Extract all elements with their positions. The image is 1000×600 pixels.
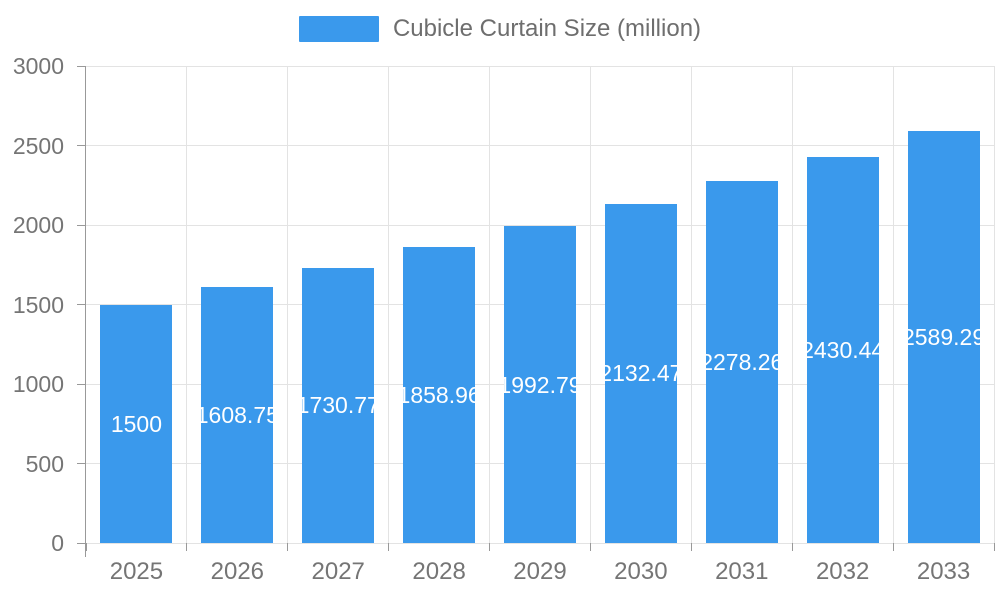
vertical-gridline — [791, 66, 793, 543]
y-tick — [77, 542, 85, 544]
vertical-gridline — [388, 66, 390, 543]
x-tick-label: 2026 — [210, 558, 265, 585]
y-tick-label: 500 — [25, 450, 64, 477]
y-tick — [77, 224, 85, 226]
bar-value-label: 1500 — [110, 410, 163, 437]
horizontal-gridline — [86, 145, 994, 146]
legend-label: Cubicle Curtain Size (million) — [392, 15, 702, 42]
x-tick-label: 2032 — [815, 558, 870, 585]
bar-value-label: 1992.79 — [504, 371, 576, 398]
y-axis-line — [85, 66, 86, 557]
vertical-gridline — [589, 66, 591, 543]
bar-value-label: 2278.26 — [705, 348, 778, 375]
bar-value-label: 1858.96 — [403, 382, 476, 409]
bar[interactable]: 1730.77 — [302, 267, 375, 543]
bar[interactable]: 1500 — [100, 304, 173, 543]
bar[interactable]: 2278.26 — [705, 180, 778, 543]
y-tick-label: 0 — [51, 530, 64, 556]
legend[interactable]: Cubicle Curtain Size (million) — [0, 15, 1000, 43]
y-tick-label: 2500 — [12, 132, 64, 159]
x-tick — [388, 543, 390, 551]
x-tick-label: 2029 — [513, 558, 567, 585]
x-tick — [892, 543, 894, 551]
legend-swatch — [298, 16, 379, 42]
x-tick-label: 2030 — [614, 558, 668, 585]
x-tick-label: 2028 — [412, 558, 466, 585]
x-tick — [287, 543, 289, 551]
y-tick — [77, 304, 85, 305]
horizontal-gridline — [86, 542, 994, 544]
x-tick — [186, 543, 188, 551]
y-tick — [77, 145, 85, 146]
bar[interactable]: 1608.75 — [201, 287, 274, 543]
bar[interactable]: 1992.79 — [504, 226, 576, 543]
y-tick-label: 3000 — [12, 53, 64, 79]
x-tick-label: 2033 — [916, 558, 971, 585]
vertical-gridline — [690, 66, 692, 543]
vertical-gridline — [287, 66, 289, 543]
y-tick — [77, 383, 85, 385]
horizontal-gridline — [86, 224, 994, 226]
x-tick — [690, 543, 692, 551]
vertical-gridline — [892, 66, 894, 543]
y-tick-label: 2000 — [12, 212, 64, 238]
x-tick — [489, 543, 491, 551]
x-tick-label: 2031 — [715, 558, 769, 585]
x-tick — [791, 543, 793, 551]
bar-value-label: 2132.47 — [604, 360, 677, 387]
bar-value-label: 1730.77 — [302, 392, 375, 419]
bar-value-label: 2589.29 — [907, 324, 980, 351]
x-tick — [589, 543, 591, 551]
x-tick-label: 2027 — [311, 558, 365, 585]
y-tick-label: 1000 — [12, 371, 64, 397]
y-tick — [77, 65, 85, 67]
x-tick-label: 2025 — [109, 558, 164, 585]
bar[interactable]: 2589.29 — [907, 131, 980, 543]
bar[interactable]: 2132.47 — [604, 203, 677, 543]
vertical-gridline — [489, 66, 491, 543]
vertical-gridline — [993, 66, 995, 543]
bar[interactable]: 2430.44 — [806, 156, 879, 543]
y-tick — [77, 463, 85, 464]
x-tick — [993, 543, 995, 551]
vertical-gridline — [186, 66, 188, 543]
horizontal-gridline — [86, 65, 994, 67]
bar-value-label: 1608.75 — [201, 402, 274, 429]
x-tick — [85, 543, 87, 551]
bar-value-label: 2430.44 — [806, 336, 879, 363]
y-tick-label: 1500 — [12, 291, 64, 318]
bar[interactable]: 1858.96 — [403, 247, 476, 543]
